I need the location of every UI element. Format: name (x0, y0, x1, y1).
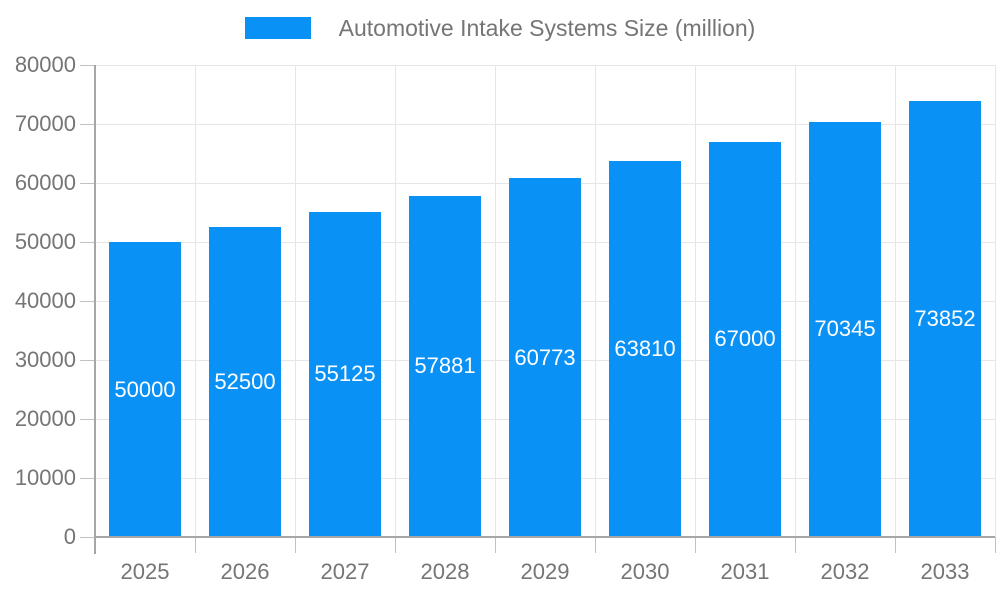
y-axis-tick-label: 10000 (14, 465, 76, 490)
y-axis-tick (80, 477, 95, 479)
x-axis-tick (794, 537, 796, 553)
legend: Automotive Intake Systems Size (million) (0, 14, 1000, 42)
bar-value-label: 50000 (114, 376, 176, 402)
bar-value-label: 70345 (814, 316, 876, 342)
bar-2033[interactable]: 73852 (909, 101, 981, 537)
legend-swatch (244, 17, 311, 39)
gridline-vertical (994, 65, 996, 537)
bar-2031[interactable]: 67000 (709, 141, 781, 537)
gridline-vertical (394, 65, 396, 537)
y-axis-tick-label: 30000 (14, 347, 76, 372)
x-axis-tick (294, 537, 296, 553)
gridline-vertical (594, 65, 596, 537)
x-axis-tick-label: 2027 (320, 559, 370, 584)
bar-value-label: 73852 (914, 306, 976, 332)
y-axis-tick-label: 70000 (14, 111, 76, 136)
bar-2025[interactable]: 50000 (109, 242, 181, 537)
bar-value-label: 57881 (414, 353, 476, 379)
gridline-vertical (494, 65, 496, 537)
y-axis-tick (80, 536, 95, 538)
x-axis-tick (894, 537, 896, 553)
bar-value-label: 60773 (514, 344, 576, 370)
legend-item[interactable]: Automotive Intake Systems Size (million) (244, 14, 756, 42)
x-axis-tick-label: 2031 (720, 559, 770, 584)
bar-2028[interactable]: 57881 (409, 195, 481, 537)
y-axis-tick (80, 359, 95, 361)
legend-label: Automotive Intake Systems Size (million) (338, 15, 756, 41)
gridline-vertical (794, 65, 796, 537)
y-axis-tick (80, 182, 95, 184)
x-axis-tick (394, 537, 396, 553)
x-axis-tick (494, 537, 496, 553)
gridline-vertical (694, 65, 696, 537)
y-axis-tick-label: 20000 (14, 406, 76, 431)
gridline-horizontal (95, 123, 995, 125)
bar-2032[interactable]: 70345 (809, 121, 881, 537)
x-axis-tick-label: 2028 (420, 559, 470, 584)
x-axis-tick-label: 2030 (620, 559, 670, 584)
x-axis-line (94, 536, 995, 538)
plot-area: 50000 52500 55125 57881 60773 63810 67000 70345… (95, 64, 996, 538)
x-axis-tick (594, 537, 596, 553)
x-axis-tick (694, 537, 696, 553)
gridline-vertical (294, 65, 296, 537)
y-axis-tick (80, 241, 95, 243)
bar-value-label: 55125 (314, 361, 376, 387)
x-axis-tick-label: 2025 (120, 559, 170, 584)
bar-2027[interactable]: 55125 (309, 211, 381, 537)
gridline-vertical (194, 65, 196, 537)
bar-value-label: 67000 (714, 326, 776, 352)
y-axis-tick-label: 60000 (14, 170, 76, 195)
y-axis-tick (80, 64, 95, 66)
y-axis-tick-label: 80000 (14, 52, 76, 77)
gridline-horizontal (95, 64, 995, 66)
x-axis-tick-label: 2033 (920, 559, 970, 584)
bar-value-label: 52500 (214, 369, 276, 395)
x-axis-tick (994, 537, 996, 553)
bar-value-label: 63810 (614, 335, 676, 361)
x-axis-tick-label: 2032 (820, 559, 870, 584)
y-axis-tick-label: 50000 (14, 229, 76, 254)
x-axis-tick-label: 2026 (220, 559, 270, 584)
y-axis-tick-label: 0 (63, 524, 76, 549)
y-axis-tick (80, 123, 95, 125)
bar-2029[interactable]: 60773 (509, 178, 581, 537)
bar-2026[interactable]: 52500 (209, 227, 281, 537)
x-axis-tick (194, 537, 196, 553)
y-axis-tick-label: 40000 (14, 288, 76, 313)
bar-2030[interactable]: 63810 (609, 160, 681, 537)
x-axis-tick-label: 2029 (520, 559, 570, 584)
gridline-vertical (894, 65, 896, 537)
y-axis-tick (80, 418, 95, 420)
y-axis-tick (80, 300, 95, 302)
y-axis-line (94, 65, 96, 554)
